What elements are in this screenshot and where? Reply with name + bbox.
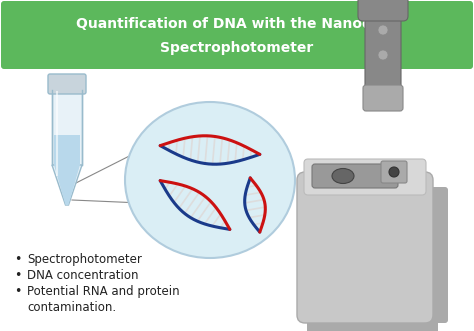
Text: •: • <box>14 285 21 298</box>
FancyBboxPatch shape <box>304 159 426 195</box>
FancyBboxPatch shape <box>381 161 407 183</box>
Text: •: • <box>14 269 21 282</box>
Text: Spectrophotometer: Spectrophotometer <box>27 253 142 266</box>
Ellipse shape <box>125 102 295 258</box>
FancyBboxPatch shape <box>363 85 403 111</box>
Polygon shape <box>52 165 82 205</box>
FancyBboxPatch shape <box>1 1 473 69</box>
Ellipse shape <box>389 167 399 177</box>
FancyBboxPatch shape <box>358 0 408 21</box>
Circle shape <box>378 50 388 60</box>
FancyBboxPatch shape <box>52 90 82 165</box>
Ellipse shape <box>332 168 354 183</box>
Text: contamination.: contamination. <box>27 301 116 314</box>
Text: •: • <box>14 253 21 266</box>
Circle shape <box>378 25 388 35</box>
FancyBboxPatch shape <box>312 164 398 188</box>
FancyBboxPatch shape <box>307 310 438 331</box>
FancyBboxPatch shape <box>420 187 448 323</box>
Text: Spectrophotometer: Spectrophotometer <box>160 41 314 55</box>
Bar <box>54 135 80 165</box>
Text: Quantification of DNA with the Nanodrop: Quantification of DNA with the Nanodrop <box>76 17 398 31</box>
Text: DNA concentration: DNA concentration <box>27 269 138 282</box>
FancyBboxPatch shape <box>297 172 433 323</box>
FancyBboxPatch shape <box>365 5 401 103</box>
FancyBboxPatch shape <box>48 74 86 94</box>
Polygon shape <box>54 165 80 205</box>
Text: Potential RNA and protein: Potential RNA and protein <box>27 285 180 298</box>
